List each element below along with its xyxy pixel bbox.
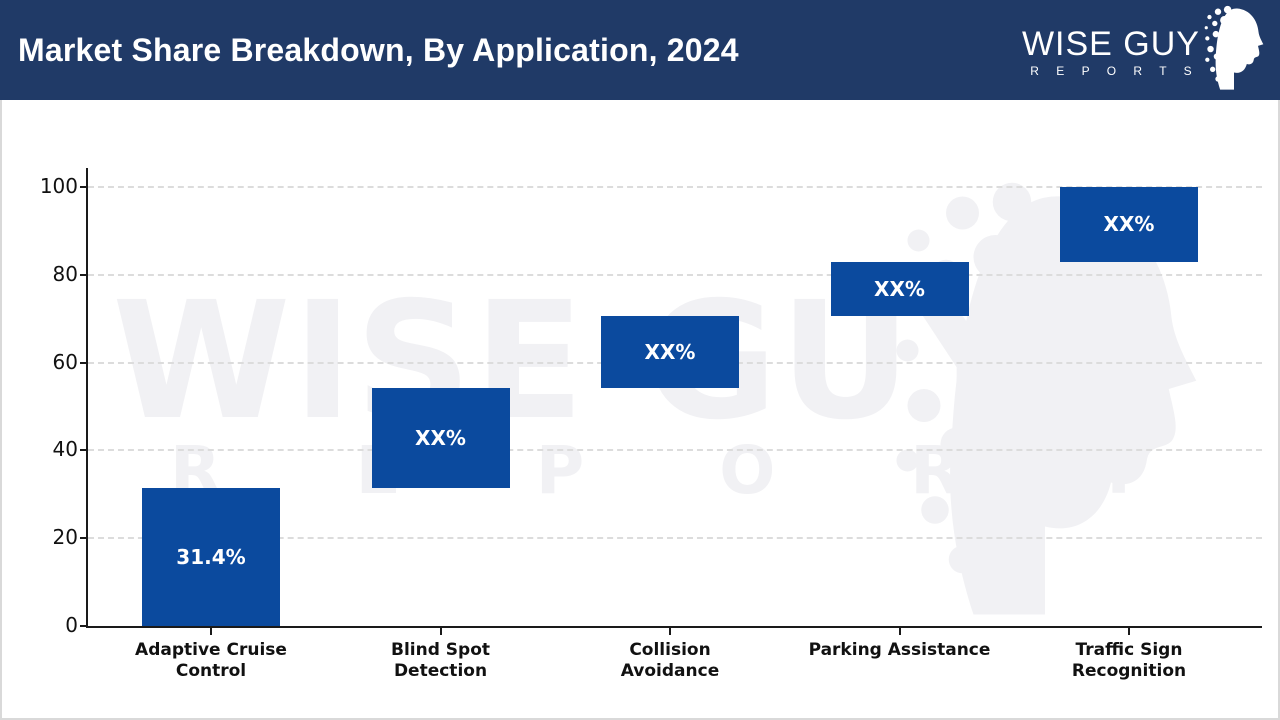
y-axis-tick-mark: [80, 186, 88, 188]
bar-segment: 31.4%: [142, 488, 280, 626]
bar-segment: XX%: [371, 387, 510, 489]
bar-value-label: 31.4%: [176, 545, 246, 570]
x-axis-tick-mark: [669, 627, 671, 635]
x-axis-category-label: Blind Spot Detection: [390, 640, 491, 682]
bar-value-label: XX%: [415, 425, 466, 450]
x-axis-tick-mark: [898, 627, 901, 635]
y-axis-tick-mark: [80, 449, 88, 452]
logo-text: WISE GUY R E P O R T S: [1022, 27, 1200, 78]
logo-subtitle: R E P O R T S: [1030, 63, 1199, 78]
logo-face-icon: [1202, 4, 1266, 96]
x-axis-line: [86, 626, 1262, 628]
gridline: [88, 449, 1262, 452]
page-title: Market Share Breakdown, By Application, …: [18, 31, 739, 68]
logo-wordmark: WISE GUY: [1021, 24, 1200, 63]
bar-value-label: XX%: [1103, 212, 1155, 237]
bar-value-label: XX%: [874, 276, 925, 301]
bar-segment: XX%: [1060, 187, 1198, 262]
y-axis-tick-label: 60: [52, 349, 78, 374]
x-axis-category-label: Parking Assistance: [808, 640, 991, 660]
header-bar: Market Share Breakdown, By Application, …: [0, 0, 1280, 100]
x-axis-category-label: Adaptive Cruise Control: [135, 640, 287, 682]
y-axis-tick-label: 20: [52, 525, 78, 550]
gridline: [88, 537, 1262, 540]
y-axis-tick-label: 40: [52, 437, 78, 462]
bar-value-label: XX%: [644, 339, 696, 364]
gridline: [88, 186, 1262, 188]
bar-segment: XX%: [601, 315, 739, 388]
y-axis-tick-label: 80: [52, 261, 78, 286]
x-axis-category-label: Traffic Sign Recognition: [1071, 640, 1187, 682]
x-axis-tick-mark: [1128, 627, 1130, 635]
x-axis-category-label: Collision Avoidance: [620, 640, 720, 682]
gridline: [88, 273, 1262, 276]
y-axis-tick-mark: [80, 361, 88, 364]
y-axis-tick-mark: [80, 537, 88, 540]
y-axis-tick-mark: [80, 625, 88, 627]
x-axis-tick-mark: [210, 627, 212, 635]
y-axis-tick-mark: [80, 273, 88, 276]
y-axis-tick-label: 100: [39, 174, 78, 198]
y-axis-line: [86, 168, 88, 628]
bar-segment: XX%: [830, 261, 969, 316]
x-axis-tick-mark: [439, 627, 442, 635]
wise-guy-logo: WISE GUY R E P O R T S: [1022, 0, 1266, 100]
y-axis-tick-label: 0: [65, 613, 78, 637]
